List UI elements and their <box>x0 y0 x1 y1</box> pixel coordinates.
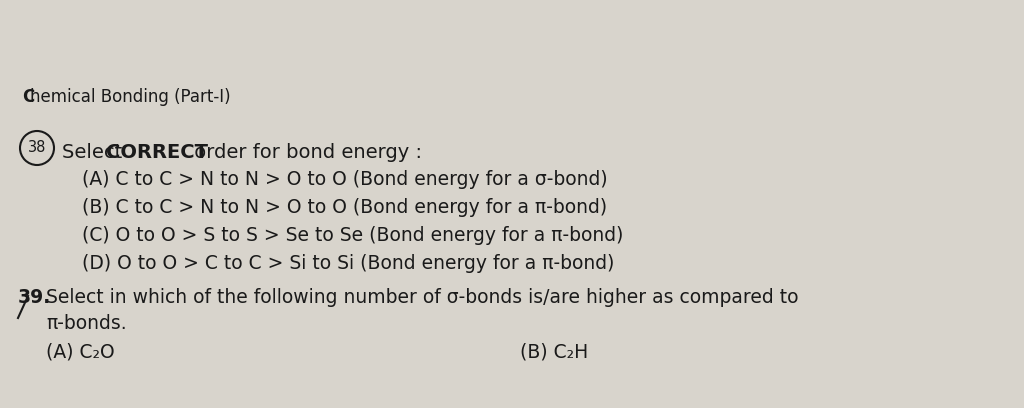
Text: 39.: 39. <box>18 288 51 307</box>
Text: (A) C₂O: (A) C₂O <box>46 342 115 361</box>
Text: Select: Select <box>62 143 128 162</box>
Text: (D) O to O > C to C > Si to Si (Bond energy for a π-bond): (D) O to O > C to C > Si to Si (Bond ene… <box>82 254 614 273</box>
Text: CORRECT: CORRECT <box>106 143 208 162</box>
Text: order for bond energy :: order for bond energy : <box>188 143 422 162</box>
Text: 38: 38 <box>28 140 46 155</box>
Text: hemical Bonding (Part-I): hemical Bonding (Part-I) <box>30 88 230 106</box>
Text: Select in which of the following number of σ-bonds is/are higher as compared to: Select in which of the following number … <box>46 288 799 307</box>
Text: (A) C to C > N to N > O to O (Bond energy for a σ-bond): (A) C to C > N to N > O to O (Bond energ… <box>82 170 607 189</box>
Text: C: C <box>22 88 34 106</box>
Text: π-bonds.: π-bonds. <box>46 314 127 333</box>
Text: (B) C to C > N to N > O to O (Bond energy for a π-bond): (B) C to C > N to N > O to O (Bond energ… <box>82 198 607 217</box>
Text: (B) C₂H: (B) C₂H <box>520 342 588 361</box>
Text: (C) O to O > S to S > Se to Se (Bond energy for a π-bond): (C) O to O > S to S > Se to Se (Bond ene… <box>82 226 624 245</box>
